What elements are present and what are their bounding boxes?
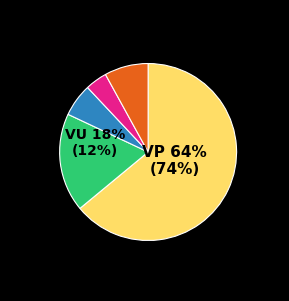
Wedge shape [68,88,148,152]
Wedge shape [80,64,237,240]
Text: VP 64%
(74%): VP 64% (74%) [142,145,207,177]
Wedge shape [60,114,148,208]
Text: VU 18%
(12%): VU 18% (12%) [65,128,125,158]
Wedge shape [88,74,148,152]
Wedge shape [105,64,148,152]
